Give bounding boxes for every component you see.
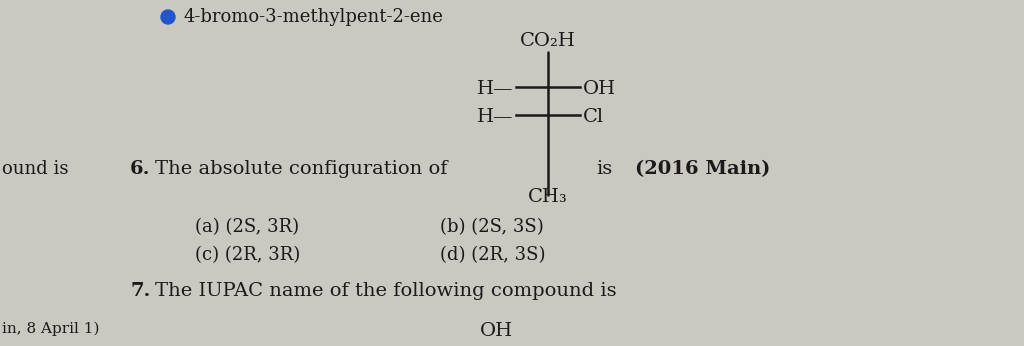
Text: CO₂H: CO₂H — [520, 32, 575, 50]
Text: Cl: Cl — [583, 108, 604, 126]
Text: OH: OH — [480, 322, 513, 340]
Circle shape — [161, 10, 175, 24]
Text: (b) (2S, 3S): (b) (2S, 3S) — [440, 218, 544, 236]
Text: ound is: ound is — [2, 160, 69, 178]
Text: (a) (2S, 3R): (a) (2S, 3R) — [195, 218, 299, 236]
Text: (2016 Main): (2016 Main) — [635, 160, 770, 178]
Text: 6.: 6. — [130, 160, 151, 178]
Text: The absolute configuration of: The absolute configuration of — [155, 160, 447, 178]
Text: in, 8 April 1): in, 8 April 1) — [2, 322, 99, 336]
Text: H—: H— — [476, 108, 513, 126]
Text: The IUPAC name of the following compound is: The IUPAC name of the following compound… — [155, 282, 616, 300]
Text: CH₃: CH₃ — [528, 188, 568, 206]
Text: 7.: 7. — [130, 282, 151, 300]
Text: 4-bromo-3-methylpent-2-ene: 4-bromo-3-methylpent-2-ene — [184, 8, 443, 26]
Text: is: is — [596, 160, 612, 178]
Text: (c) (2R, 3R): (c) (2R, 3R) — [195, 246, 300, 264]
Text: (d) (2R, 3S): (d) (2R, 3S) — [440, 246, 546, 264]
Text: H—: H— — [476, 80, 513, 98]
Text: OH: OH — [583, 80, 616, 98]
